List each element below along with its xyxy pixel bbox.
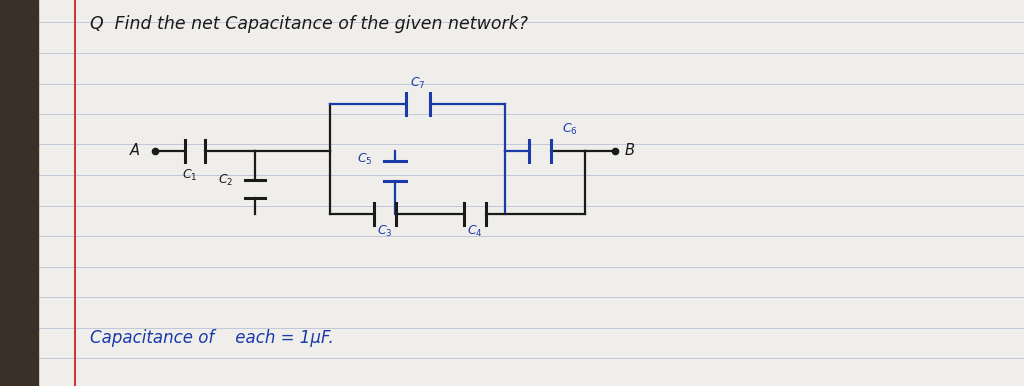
Text: $C_3$: $C_3$: [377, 224, 393, 239]
Text: B: B: [625, 144, 635, 159]
Text: $C_2$: $C_2$: [218, 173, 233, 188]
Text: $C_5$: $C_5$: [357, 152, 373, 167]
Text: Q  Find the net Capacitance of the given network?: Q Find the net Capacitance of the given …: [90, 15, 528, 33]
Text: $C_1$: $C_1$: [182, 168, 198, 183]
Bar: [0, 0, 38, 386]
Text: $C_6$: $C_6$: [562, 122, 578, 137]
Text: A: A: [130, 144, 140, 159]
Text: Capacitance of    each = 1μF.: Capacitance of each = 1μF.: [90, 329, 334, 347]
Text: $C_7$: $C_7$: [410, 76, 425, 91]
Text: $C_4$: $C_4$: [467, 224, 483, 239]
